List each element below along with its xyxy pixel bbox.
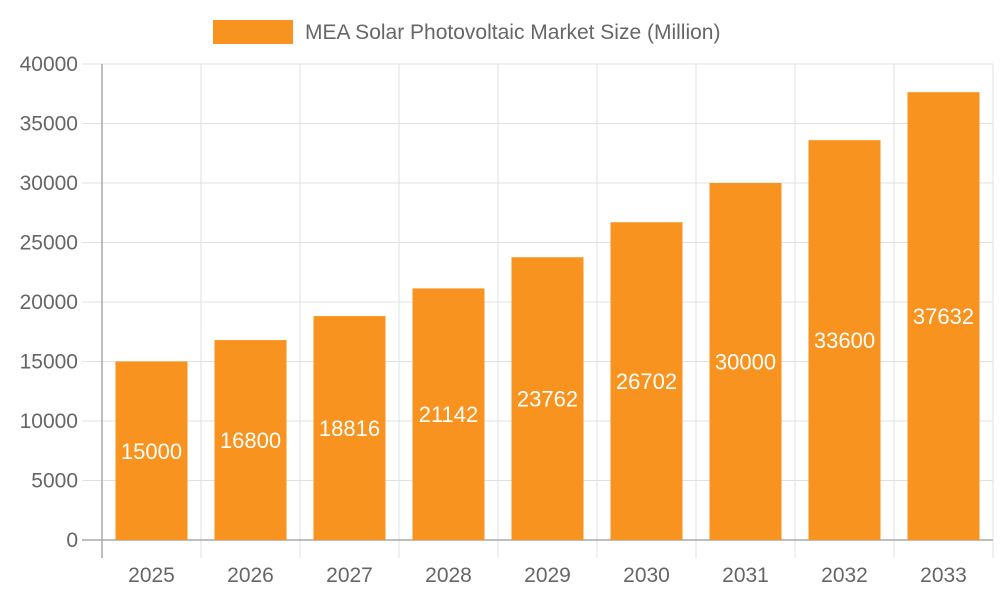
y-tick-label: 15000 (20, 351, 78, 374)
y-tick-label: 10000 (20, 410, 78, 433)
x-tick-label: 2027 (326, 564, 373, 587)
bar (610, 222, 683, 540)
x-tick-label: 2031 (722, 564, 769, 587)
y-tick-label: 30000 (20, 172, 78, 195)
x-tick-label: 2028 (425, 564, 472, 587)
data-label: 15000 (121, 439, 182, 464)
legend-swatch (213, 20, 293, 44)
bar (808, 140, 881, 540)
y-tick-label: 0 (66, 529, 78, 552)
y-tick-label: 35000 (20, 113, 78, 136)
bar (214, 340, 287, 540)
data-label: 26702 (616, 369, 677, 394)
data-label: 30000 (715, 350, 776, 375)
x-tick-label: 2026 (227, 564, 274, 587)
data-label: 23762 (517, 387, 578, 412)
data-label: 16800 (220, 428, 281, 453)
data-label: 37632 (913, 304, 974, 329)
x-tick-label: 2032 (821, 564, 868, 587)
bar (412, 288, 485, 540)
x-tick-label: 2025 (128, 564, 175, 587)
legend-label: MEA Solar Photovoltaic Market Size (Mill… (305, 21, 720, 44)
x-tick-label: 2033 (920, 564, 967, 587)
y-tick-label: 25000 (20, 232, 78, 255)
bar (709, 183, 782, 540)
bar (313, 316, 386, 540)
y-tick-label: 20000 (20, 291, 78, 314)
data-label: 33600 (814, 328, 875, 353)
data-label: 21142 (419, 402, 479, 427)
y-tick-label: 5000 (31, 470, 78, 493)
x-tick-label: 2029 (524, 564, 571, 587)
bar (907, 92, 980, 540)
y-tick-label: 40000 (20, 53, 78, 76)
data-label: 18816 (319, 416, 380, 441)
bar (115, 361, 188, 540)
bar (511, 257, 584, 540)
x-tick-label: 2030 (623, 564, 670, 587)
